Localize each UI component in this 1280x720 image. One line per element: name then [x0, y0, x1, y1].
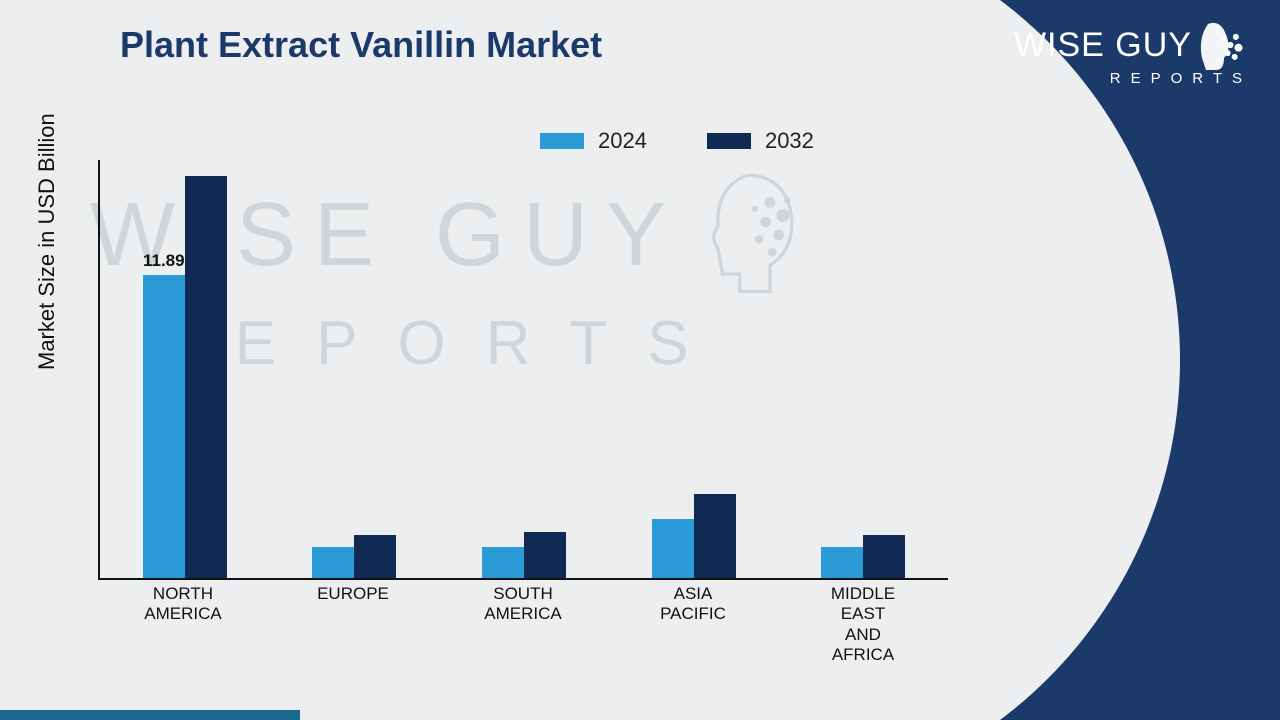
bar-group	[778, 160, 948, 578]
bar-group	[439, 160, 609, 578]
bar-group: 11.89	[100, 160, 270, 578]
bar	[652, 519, 694, 578]
y-axis-label: Market Size in USD Billion	[34, 113, 60, 370]
bar	[821, 547, 863, 578]
bar: 11.89	[143, 275, 185, 578]
bar-value-label: 11.89	[143, 251, 185, 271]
logo-text-1: WISE GUY	[1014, 26, 1192, 65]
bar-group	[270, 160, 440, 578]
legend: 2024 2032	[540, 128, 814, 154]
x-axis-label: ASIAPACIFIC	[608, 584, 778, 666]
bar	[354, 535, 396, 578]
bar-groups: 11.89	[100, 160, 948, 578]
bar	[312, 547, 354, 578]
bar	[482, 547, 524, 578]
brand-logo: WISE GUY REPORTS	[982, 18, 1252, 87]
bar	[524, 532, 566, 578]
x-axis-label: EUROPE	[268, 584, 438, 666]
logo-text-2: REPORTS	[982, 70, 1252, 87]
x-axis-label: SOUTHAMERICA	[438, 584, 608, 666]
chart-card: WISE GUY REPORTS WISE GUY REPORTS	[0, 0, 1280, 720]
bottom-accent-bar	[0, 710, 300, 720]
legend-label: 2024	[598, 128, 647, 154]
legend-label: 2032	[765, 128, 814, 154]
bar-group	[609, 160, 779, 578]
legend-swatch	[707, 133, 751, 149]
bar	[694, 494, 736, 578]
x-axis-label: NORTHAMERICA	[98, 584, 268, 666]
bar	[185, 176, 227, 578]
legend-item: 2032	[707, 128, 814, 154]
chart-title: Plant Extract Vanillin Market	[120, 24, 602, 66]
logo-head-icon	[1198, 18, 1252, 72]
bar	[863, 535, 905, 578]
x-axis-labels: NORTHAMERICAEUROPESOUTHAMERICAASIAPACIFI…	[98, 584, 948, 666]
right-panel	[960, 0, 1280, 720]
chart-plot-area: 11.89	[98, 160, 948, 580]
legend-swatch	[540, 133, 584, 149]
legend-item: 2024	[540, 128, 647, 154]
x-axis-label: MIDDLEEASTANDAFRICA	[778, 584, 948, 666]
